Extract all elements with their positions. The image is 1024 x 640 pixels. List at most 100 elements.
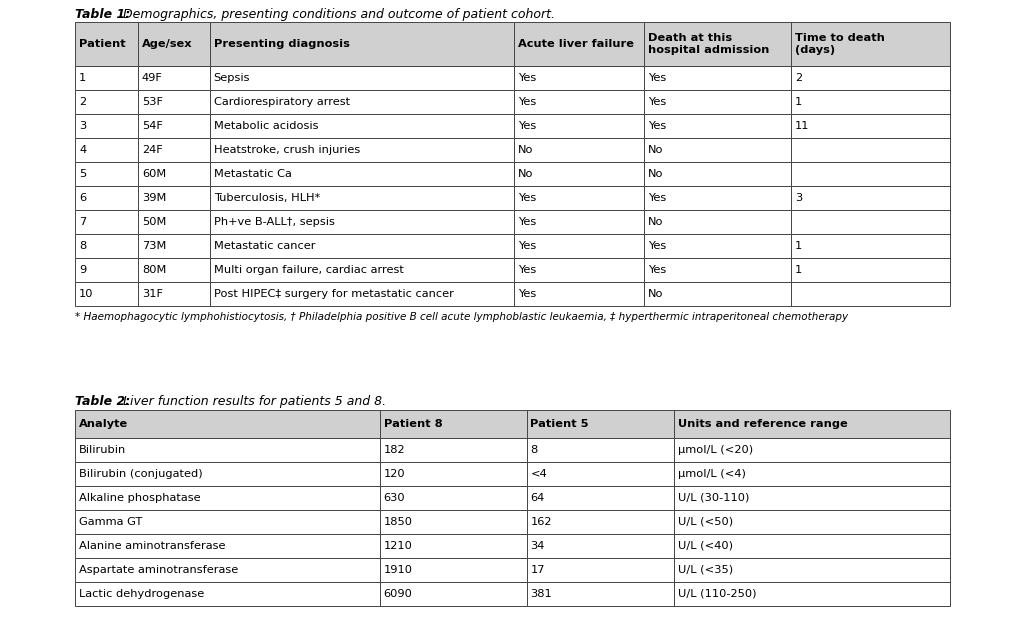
Bar (75, 138, 138, 162)
Bar (791, 90, 950, 114)
Text: 182: 182 (384, 445, 406, 455)
Bar (514, 90, 644, 114)
Bar (674, 558, 950, 582)
Text: Heatstroke, crush injuries: Heatstroke, crush injuries (214, 145, 360, 155)
Bar (791, 138, 950, 162)
Text: 1: 1 (795, 241, 802, 251)
Text: Yes: Yes (518, 217, 537, 227)
Bar (644, 22, 791, 66)
Bar (210, 138, 514, 162)
Text: Gamma GT: Gamma GT (79, 517, 142, 527)
Bar (75, 162, 138, 186)
Text: Demographics, presenting conditions and outcome of patient cohort.: Demographics, presenting conditions and … (123, 8, 555, 21)
Bar (514, 282, 644, 306)
Text: Presenting diagnosis: Presenting diagnosis (214, 39, 349, 49)
Text: 6: 6 (79, 193, 86, 203)
Bar (210, 210, 514, 234)
Text: Yes: Yes (518, 73, 537, 83)
Text: Patient: Patient (79, 39, 126, 49)
Text: 17: 17 (530, 565, 545, 575)
Text: 3: 3 (795, 193, 802, 203)
Bar (644, 90, 791, 114)
Text: 53F: 53F (142, 97, 163, 107)
Text: Ph+ve B-ALL†, sepsis: Ph+ve B-ALL†, sepsis (214, 217, 335, 227)
Text: 31F: 31F (142, 289, 163, 299)
Text: Yes: Yes (518, 241, 537, 251)
Text: Tuberculosis, HLH*: Tuberculosis, HLH* (214, 193, 319, 203)
Bar (138, 66, 210, 90)
Text: Patient 8: Patient 8 (384, 419, 442, 429)
Text: 7: 7 (79, 217, 86, 227)
Text: Acute liver failure: Acute liver failure (518, 39, 634, 49)
Text: Death at this
hospital admission: Death at this hospital admission (648, 33, 769, 55)
Bar (514, 210, 644, 234)
Bar (380, 486, 526, 510)
Bar (75, 558, 380, 582)
Bar (644, 282, 791, 306)
Text: 381: 381 (530, 589, 552, 599)
Bar (674, 410, 950, 438)
Bar (526, 438, 674, 462)
Text: 1: 1 (79, 73, 86, 83)
Text: No: No (648, 289, 664, 299)
Bar (75, 510, 380, 534)
Bar (75, 438, 380, 462)
Bar (791, 234, 950, 258)
Bar (380, 438, 526, 462)
Text: Yes: Yes (648, 265, 666, 275)
Bar (138, 282, 210, 306)
Text: Metastatic cancer: Metastatic cancer (214, 241, 315, 251)
Text: 11: 11 (795, 121, 809, 131)
Bar (791, 114, 950, 138)
Text: 162: 162 (530, 517, 552, 527)
Text: Yes: Yes (648, 241, 666, 251)
Text: 54F: 54F (142, 121, 163, 131)
Bar (514, 186, 644, 210)
Bar (138, 138, 210, 162)
Bar (674, 534, 950, 558)
Text: 50M: 50M (142, 217, 166, 227)
Bar (514, 258, 644, 282)
Bar (210, 186, 514, 210)
Bar (75, 90, 138, 114)
Text: Time to death
(days): Time to death (days) (795, 33, 885, 55)
Text: 1: 1 (795, 265, 802, 275)
Text: Yes: Yes (648, 97, 666, 107)
Bar (791, 210, 950, 234)
Text: 6090: 6090 (384, 589, 413, 599)
Text: 2: 2 (795, 73, 802, 83)
Bar (514, 114, 644, 138)
Text: Table 1:: Table 1: (75, 8, 130, 21)
Bar (75, 258, 138, 282)
Text: No: No (648, 217, 664, 227)
Text: Age/sex: Age/sex (142, 39, 193, 49)
Text: 1850: 1850 (384, 517, 413, 527)
Bar (75, 486, 380, 510)
Bar (138, 186, 210, 210)
Text: 24F: 24F (142, 145, 163, 155)
Text: U/L (<50): U/L (<50) (678, 517, 732, 527)
Bar (791, 282, 950, 306)
Bar (138, 210, 210, 234)
Text: 60M: 60M (142, 169, 166, 179)
Bar (674, 438, 950, 462)
Text: Alanine aminotransferase: Alanine aminotransferase (79, 541, 225, 551)
Text: Cardiorespiratory arrest: Cardiorespiratory arrest (214, 97, 350, 107)
Bar (644, 162, 791, 186)
Bar (526, 582, 674, 606)
Bar (791, 66, 950, 90)
Text: 80M: 80M (142, 265, 166, 275)
Bar (380, 582, 526, 606)
Text: * Haemophagocytic lymphohistiocytosis, † Philadelphia positive B cell acute lymp: * Haemophagocytic lymphohistiocytosis, †… (75, 312, 848, 322)
Bar (791, 186, 950, 210)
Bar (380, 410, 526, 438)
Bar (644, 186, 791, 210)
Text: Liver function results for patients 5 and 8.: Liver function results for patients 5 an… (123, 395, 386, 408)
Text: 3: 3 (79, 121, 86, 131)
Text: U/L (<35): U/L (<35) (678, 565, 732, 575)
Text: Sepsis: Sepsis (214, 73, 250, 83)
Bar (75, 410, 380, 438)
Bar (674, 510, 950, 534)
Bar (644, 138, 791, 162)
Bar (514, 22, 644, 66)
